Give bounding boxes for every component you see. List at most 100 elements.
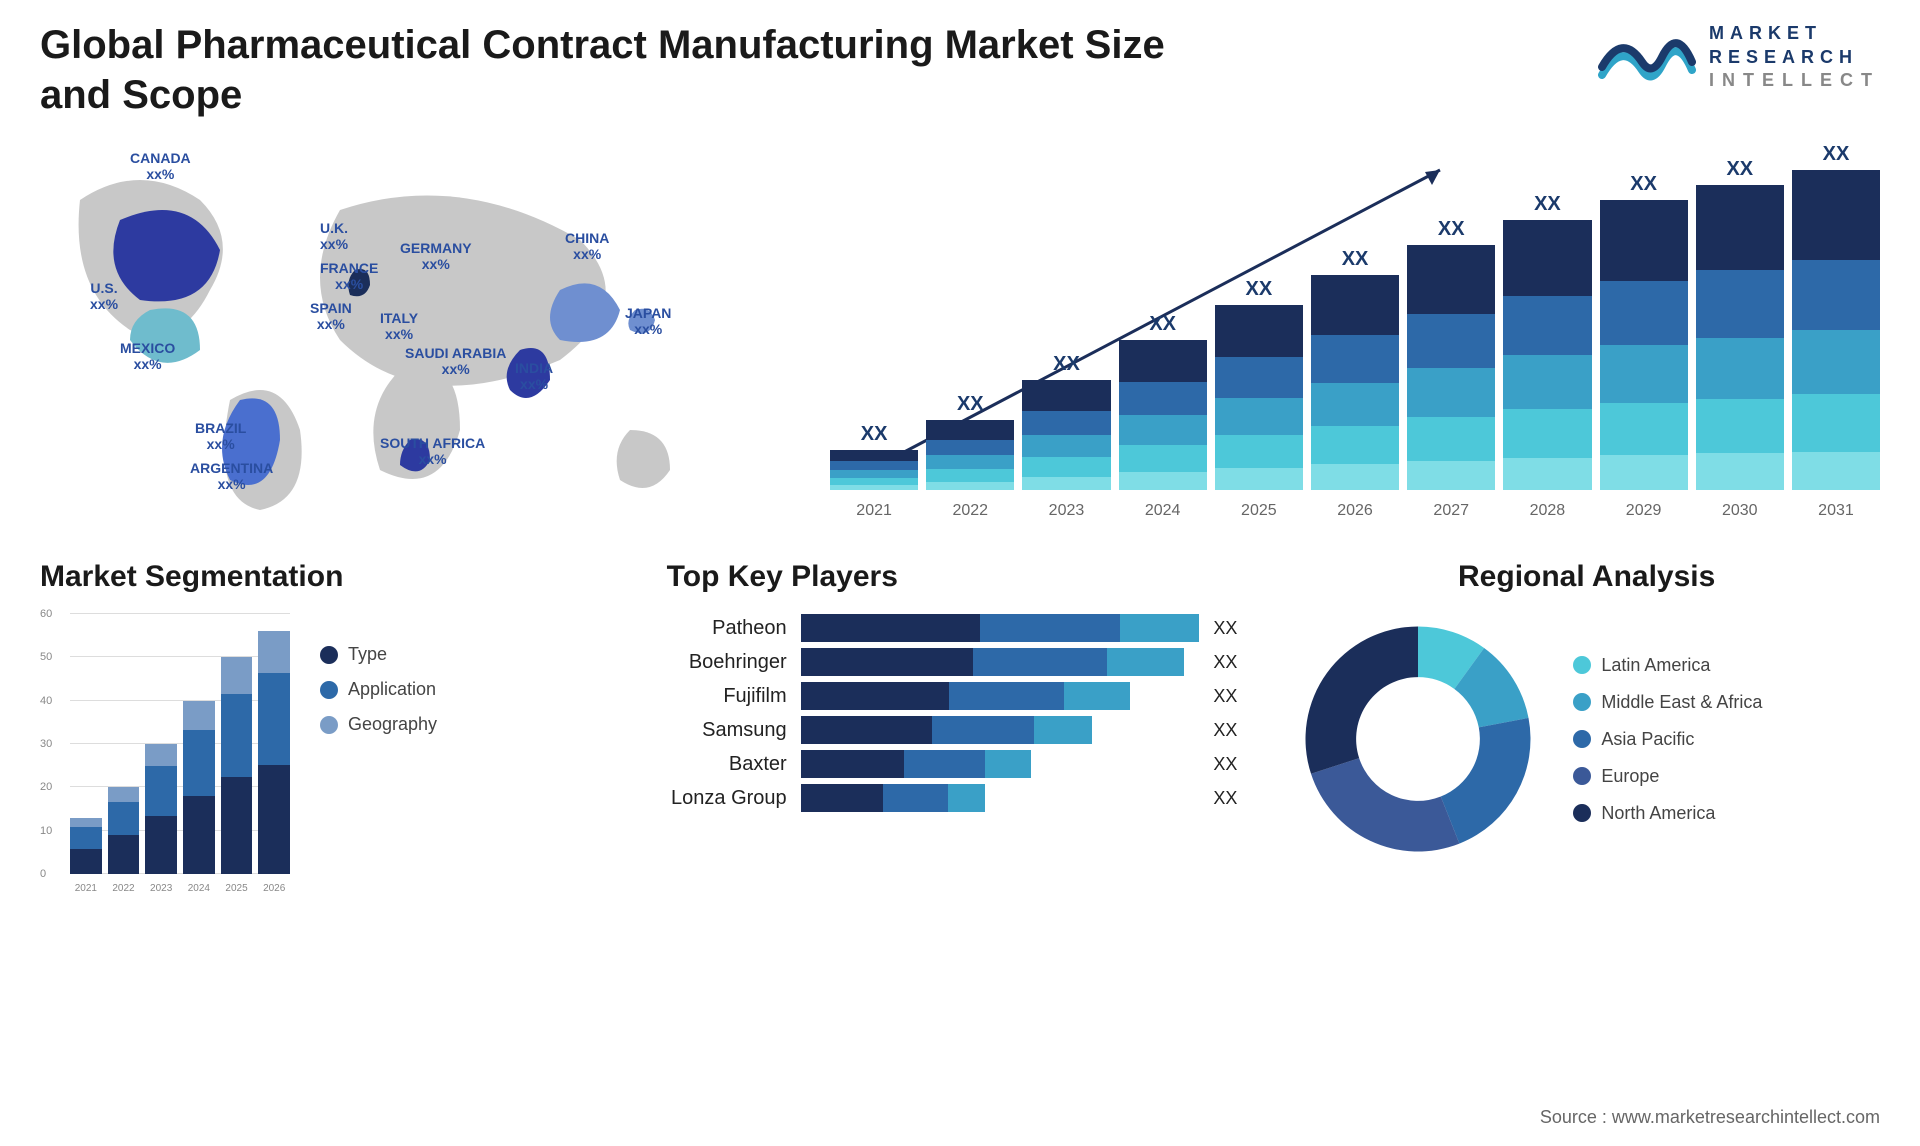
forecast-bar: XX xyxy=(1792,143,1880,490)
key-player-value: XX xyxy=(1213,754,1253,775)
legend-item: Application xyxy=(320,679,437,700)
donut-slice xyxy=(1306,627,1419,774)
forecast-bar: XX xyxy=(926,393,1014,490)
forecast-bar-value: XX xyxy=(1823,143,1850,166)
world-map-panel: CANADAxx% U.S.xx%MEXICOxx% BRAZILxx% ARGENT… xyxy=(40,140,760,520)
key-player-value: XX xyxy=(1213,686,1253,707)
map-label: SOUTH AFRICAxx% xyxy=(380,435,485,467)
regional-title: Regional Analysis xyxy=(1293,560,1880,594)
segmentation-year-label: 2026 xyxy=(258,883,290,894)
map-label: MEXICOxx% xyxy=(120,340,175,372)
segmentation-legend: Type Application Geography xyxy=(320,614,437,894)
segmentation-bar xyxy=(221,657,253,874)
segmentation-bar xyxy=(70,818,102,874)
segmentation-title: Market Segmentation xyxy=(40,560,627,594)
map-label: FRANCExx% xyxy=(320,260,378,292)
forecast-bar-value: XX xyxy=(1053,353,1080,376)
legend-item: Geography xyxy=(320,714,437,735)
forecast-bar-value: XX xyxy=(1726,158,1753,181)
segmentation-chart: 0102030405060 202120222023202420252026 xyxy=(40,614,290,894)
forecast-year-label: 2028 xyxy=(1503,502,1591,520)
map-label: ITALYxx% xyxy=(380,310,418,342)
map-label: CHINAxx% xyxy=(565,230,609,262)
key-player-bar xyxy=(801,716,1092,744)
segmentation-bar xyxy=(183,701,215,874)
map-label: SAUDI ARABIAxx% xyxy=(405,345,506,377)
forecast-year-label: 2027 xyxy=(1407,502,1495,520)
legend-item: Asia Pacific xyxy=(1573,729,1762,750)
logo-icon xyxy=(1597,20,1697,95)
key-player-bar xyxy=(801,784,985,812)
map-label: ARGENTINAxx% xyxy=(190,460,273,492)
regional-panel: Regional Analysis Latin AmericaMiddle Ea… xyxy=(1293,560,1880,894)
forecast-year-label: 2030 xyxy=(1696,502,1784,520)
forecast-bar: XX xyxy=(1119,313,1207,490)
segmentation-year-label: 2023 xyxy=(145,883,177,894)
forecast-bar-value: XX xyxy=(1246,278,1273,301)
map-label: U.S.xx% xyxy=(90,280,118,312)
forecast-year-label: 2031 xyxy=(1792,502,1880,520)
forecast-year-label: 2021 xyxy=(830,502,918,520)
key-player-value: XX xyxy=(1213,618,1253,639)
brand-logo: MARKET RESEARCH INTELLECT xyxy=(1597,20,1880,95)
key-player-name: Patheon xyxy=(667,617,787,640)
key-player-bar xyxy=(801,750,1031,778)
map-label: INDIAxx% xyxy=(515,360,553,392)
page-title: Global Pharmaceutical Contract Manufactu… xyxy=(40,20,1240,120)
forecast-bar-value: XX xyxy=(1342,248,1369,271)
key-player-name: Lonza Group xyxy=(667,787,787,810)
key-player-bar xyxy=(801,614,1200,642)
regional-legend: Latin AmericaMiddle East & AfricaAsia Pa… xyxy=(1573,655,1762,824)
donut-slice xyxy=(1311,758,1459,851)
source-text: Source : www.marketresearchintellect.com xyxy=(1540,1107,1880,1128)
key-players-chart: PatheonXXBoehringerXXFujifilmXXSamsungXX… xyxy=(667,614,1254,812)
segmentation-year-label: 2022 xyxy=(108,883,140,894)
map-label: U.K.xx% xyxy=(320,220,348,252)
map-label: GERMANYxx% xyxy=(400,240,472,272)
map-label: SPAINxx% xyxy=(310,300,352,332)
legend-item: Europe xyxy=(1573,766,1762,787)
segmentation-year-label: 2024 xyxy=(183,883,215,894)
forecast-year-label: 2022 xyxy=(926,502,1014,520)
map-label: CANADAxx% xyxy=(130,150,191,182)
forecast-bar: XX xyxy=(1215,278,1303,490)
key-player-bar xyxy=(801,682,1131,710)
key-player-value: XX xyxy=(1213,720,1253,741)
forecast-bar: XX xyxy=(1022,353,1110,490)
segmentation-bar xyxy=(258,631,290,874)
donut-slice xyxy=(1441,718,1531,844)
legend-item: Middle East & Africa xyxy=(1573,692,1762,713)
key-player-name: Samsung xyxy=(667,719,787,742)
key-players-panel: Top Key Players PatheonXXBoehringerXXFuj… xyxy=(667,560,1254,894)
segmentation-bar xyxy=(145,744,177,874)
forecast-bar-value: XX xyxy=(1630,173,1657,196)
legend-item: Type xyxy=(320,644,437,665)
forecast-bar: XX xyxy=(1600,173,1688,490)
forecast-bar-value: XX xyxy=(1534,193,1561,216)
key-player-name: Baxter xyxy=(667,753,787,776)
forecast-chart: XX XX XX XX XX XX XX XX XX XX XX 2021 2022 2023 2024 2… xyxy=(800,140,1880,520)
map-label: JAPANxx% xyxy=(625,305,671,337)
forecast-bar-value: XX xyxy=(1149,313,1176,336)
forecast-bar-value: XX xyxy=(861,423,888,446)
forecast-year-label: 2023 xyxy=(1022,502,1110,520)
forecast-bar-value: XX xyxy=(957,393,984,416)
forecast-bar: XX xyxy=(830,423,918,490)
forecast-year-label: 2024 xyxy=(1119,502,1207,520)
logo-text: MARKET RESEARCH INTELLECT xyxy=(1709,22,1880,92)
key-players-title: Top Key Players xyxy=(667,560,1254,594)
key-player-value: XX xyxy=(1213,788,1253,809)
segmentation-panel: Market Segmentation 0102030405060 202120… xyxy=(40,560,627,894)
map-label: BRAZILxx% xyxy=(195,420,246,452)
segmentation-bar xyxy=(108,787,140,874)
forecast-year-label: 2029 xyxy=(1600,502,1688,520)
forecast-year-label: 2025 xyxy=(1215,502,1303,520)
forecast-bar-value: XX xyxy=(1438,218,1465,241)
segmentation-year-label: 2021 xyxy=(70,883,102,894)
regional-donut-chart xyxy=(1293,614,1543,864)
forecast-bar: XX xyxy=(1696,158,1784,490)
forecast-bar: XX xyxy=(1407,218,1495,490)
forecast-bar: XX xyxy=(1503,193,1591,490)
legend-item: North America xyxy=(1573,803,1762,824)
key-player-value: XX xyxy=(1213,652,1253,673)
